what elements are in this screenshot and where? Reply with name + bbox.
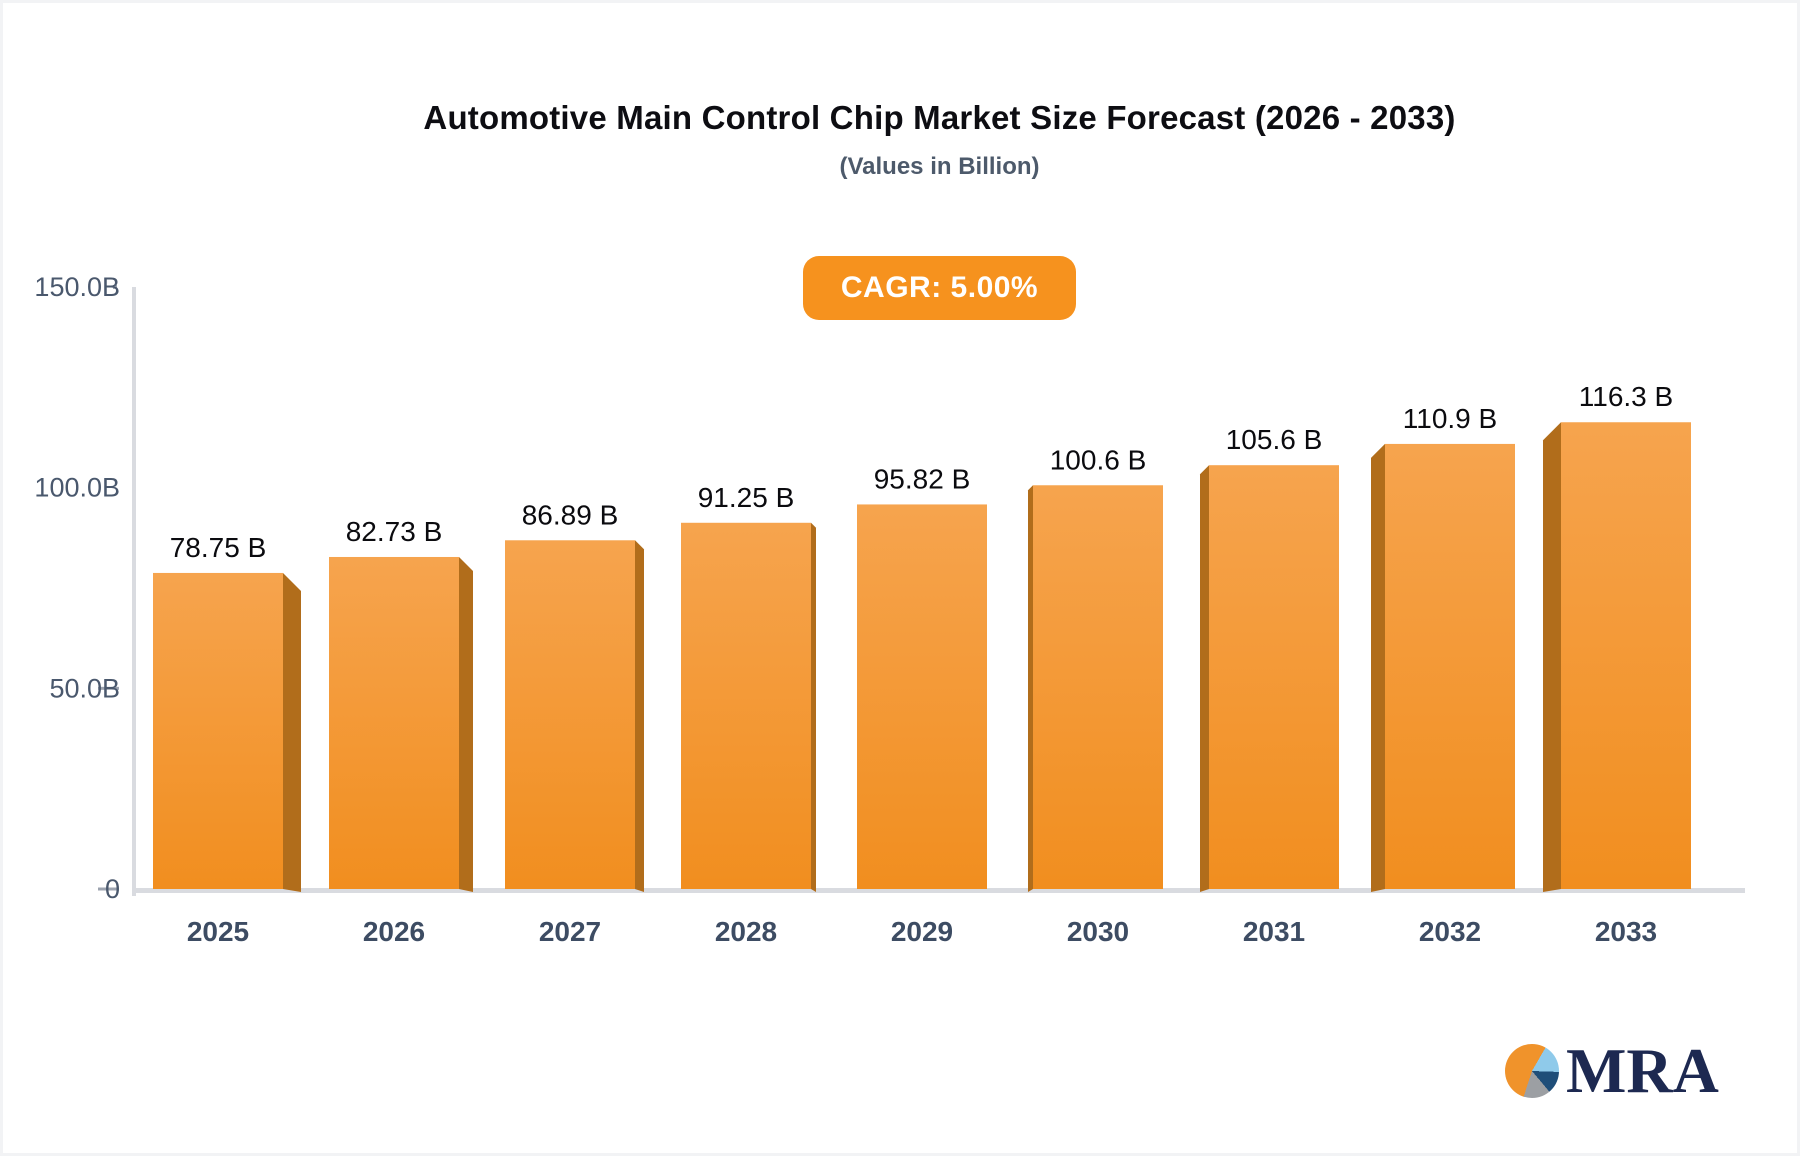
y-tick-label: 150.0B xyxy=(34,272,120,302)
x-tick-label: 2025 xyxy=(187,916,249,947)
bar-side-face xyxy=(1200,465,1209,892)
bar xyxy=(329,556,459,889)
brand-logo-text: MRA xyxy=(1566,1035,1719,1106)
y-tick-label: 100.0B xyxy=(34,473,120,503)
x-tick-label: 2033 xyxy=(1595,916,1657,947)
bar-value-label: 116.3 B xyxy=(1579,381,1673,412)
bar xyxy=(1385,443,1515,889)
bar-value-label: 78.75 B xyxy=(170,532,267,563)
chart-subtitle: (Values in Billion) xyxy=(839,153,1040,180)
chart-title: Automotive Main Control Chip Market Size… xyxy=(423,99,1456,136)
bar-side-face xyxy=(1028,485,1033,892)
cagr-badge: CAGR: 5.00% xyxy=(802,256,1077,320)
brand-logo: MRA xyxy=(1505,1039,1719,1103)
x-tick-label: 2032 xyxy=(1419,916,1481,947)
y-tick-mark xyxy=(98,686,119,690)
bar xyxy=(681,522,811,889)
bar-chart: 150.0B 100.0B 50.0B 0 78.75 B 2025 82.73 B 2026… xyxy=(34,272,1745,947)
bar-value-label: 95.82 B xyxy=(874,463,971,494)
bar xyxy=(505,540,635,889)
bar-value-label: 105.6 B xyxy=(1226,424,1323,455)
badge-row: CAGR: 5.00% xyxy=(134,256,1745,320)
x-tick-label: 2031 xyxy=(1243,916,1305,947)
bar-value-label: 100.6 B xyxy=(1050,444,1147,475)
bar-value-label: 110.9 B xyxy=(1403,403,1497,434)
bar xyxy=(1033,485,1163,889)
bar-side-face xyxy=(1371,443,1385,892)
y-tick-mark xyxy=(98,887,119,891)
bar-value-label: 91.25 B xyxy=(698,482,795,513)
bar-side-face xyxy=(283,572,301,892)
y-tick-label: 50.0B xyxy=(49,673,120,703)
bar-side-face xyxy=(811,522,816,892)
x-axis-line xyxy=(132,888,1745,893)
x-tick-label: 2028 xyxy=(715,916,777,947)
bar xyxy=(857,504,987,889)
x-tick-label: 2029 xyxy=(891,916,953,947)
pie-chart-icon xyxy=(1505,1044,1559,1098)
bar xyxy=(153,572,283,889)
x-tick-label: 2026 xyxy=(363,916,425,947)
bar-side-face xyxy=(1543,422,1561,892)
y-tick-label: 0 xyxy=(105,874,120,904)
y-axis-line xyxy=(132,287,136,896)
bar xyxy=(1209,465,1339,889)
bar-value-label: 86.89 B xyxy=(522,499,619,530)
bar-value-label: 82.73 B xyxy=(346,516,443,547)
bar-side-face xyxy=(635,540,644,892)
x-tick-label: 2030 xyxy=(1067,916,1129,947)
bar-side-face xyxy=(459,556,473,892)
x-tick-label: 2027 xyxy=(539,916,601,947)
y-tick-mark xyxy=(113,285,117,289)
bar xyxy=(1561,422,1691,889)
